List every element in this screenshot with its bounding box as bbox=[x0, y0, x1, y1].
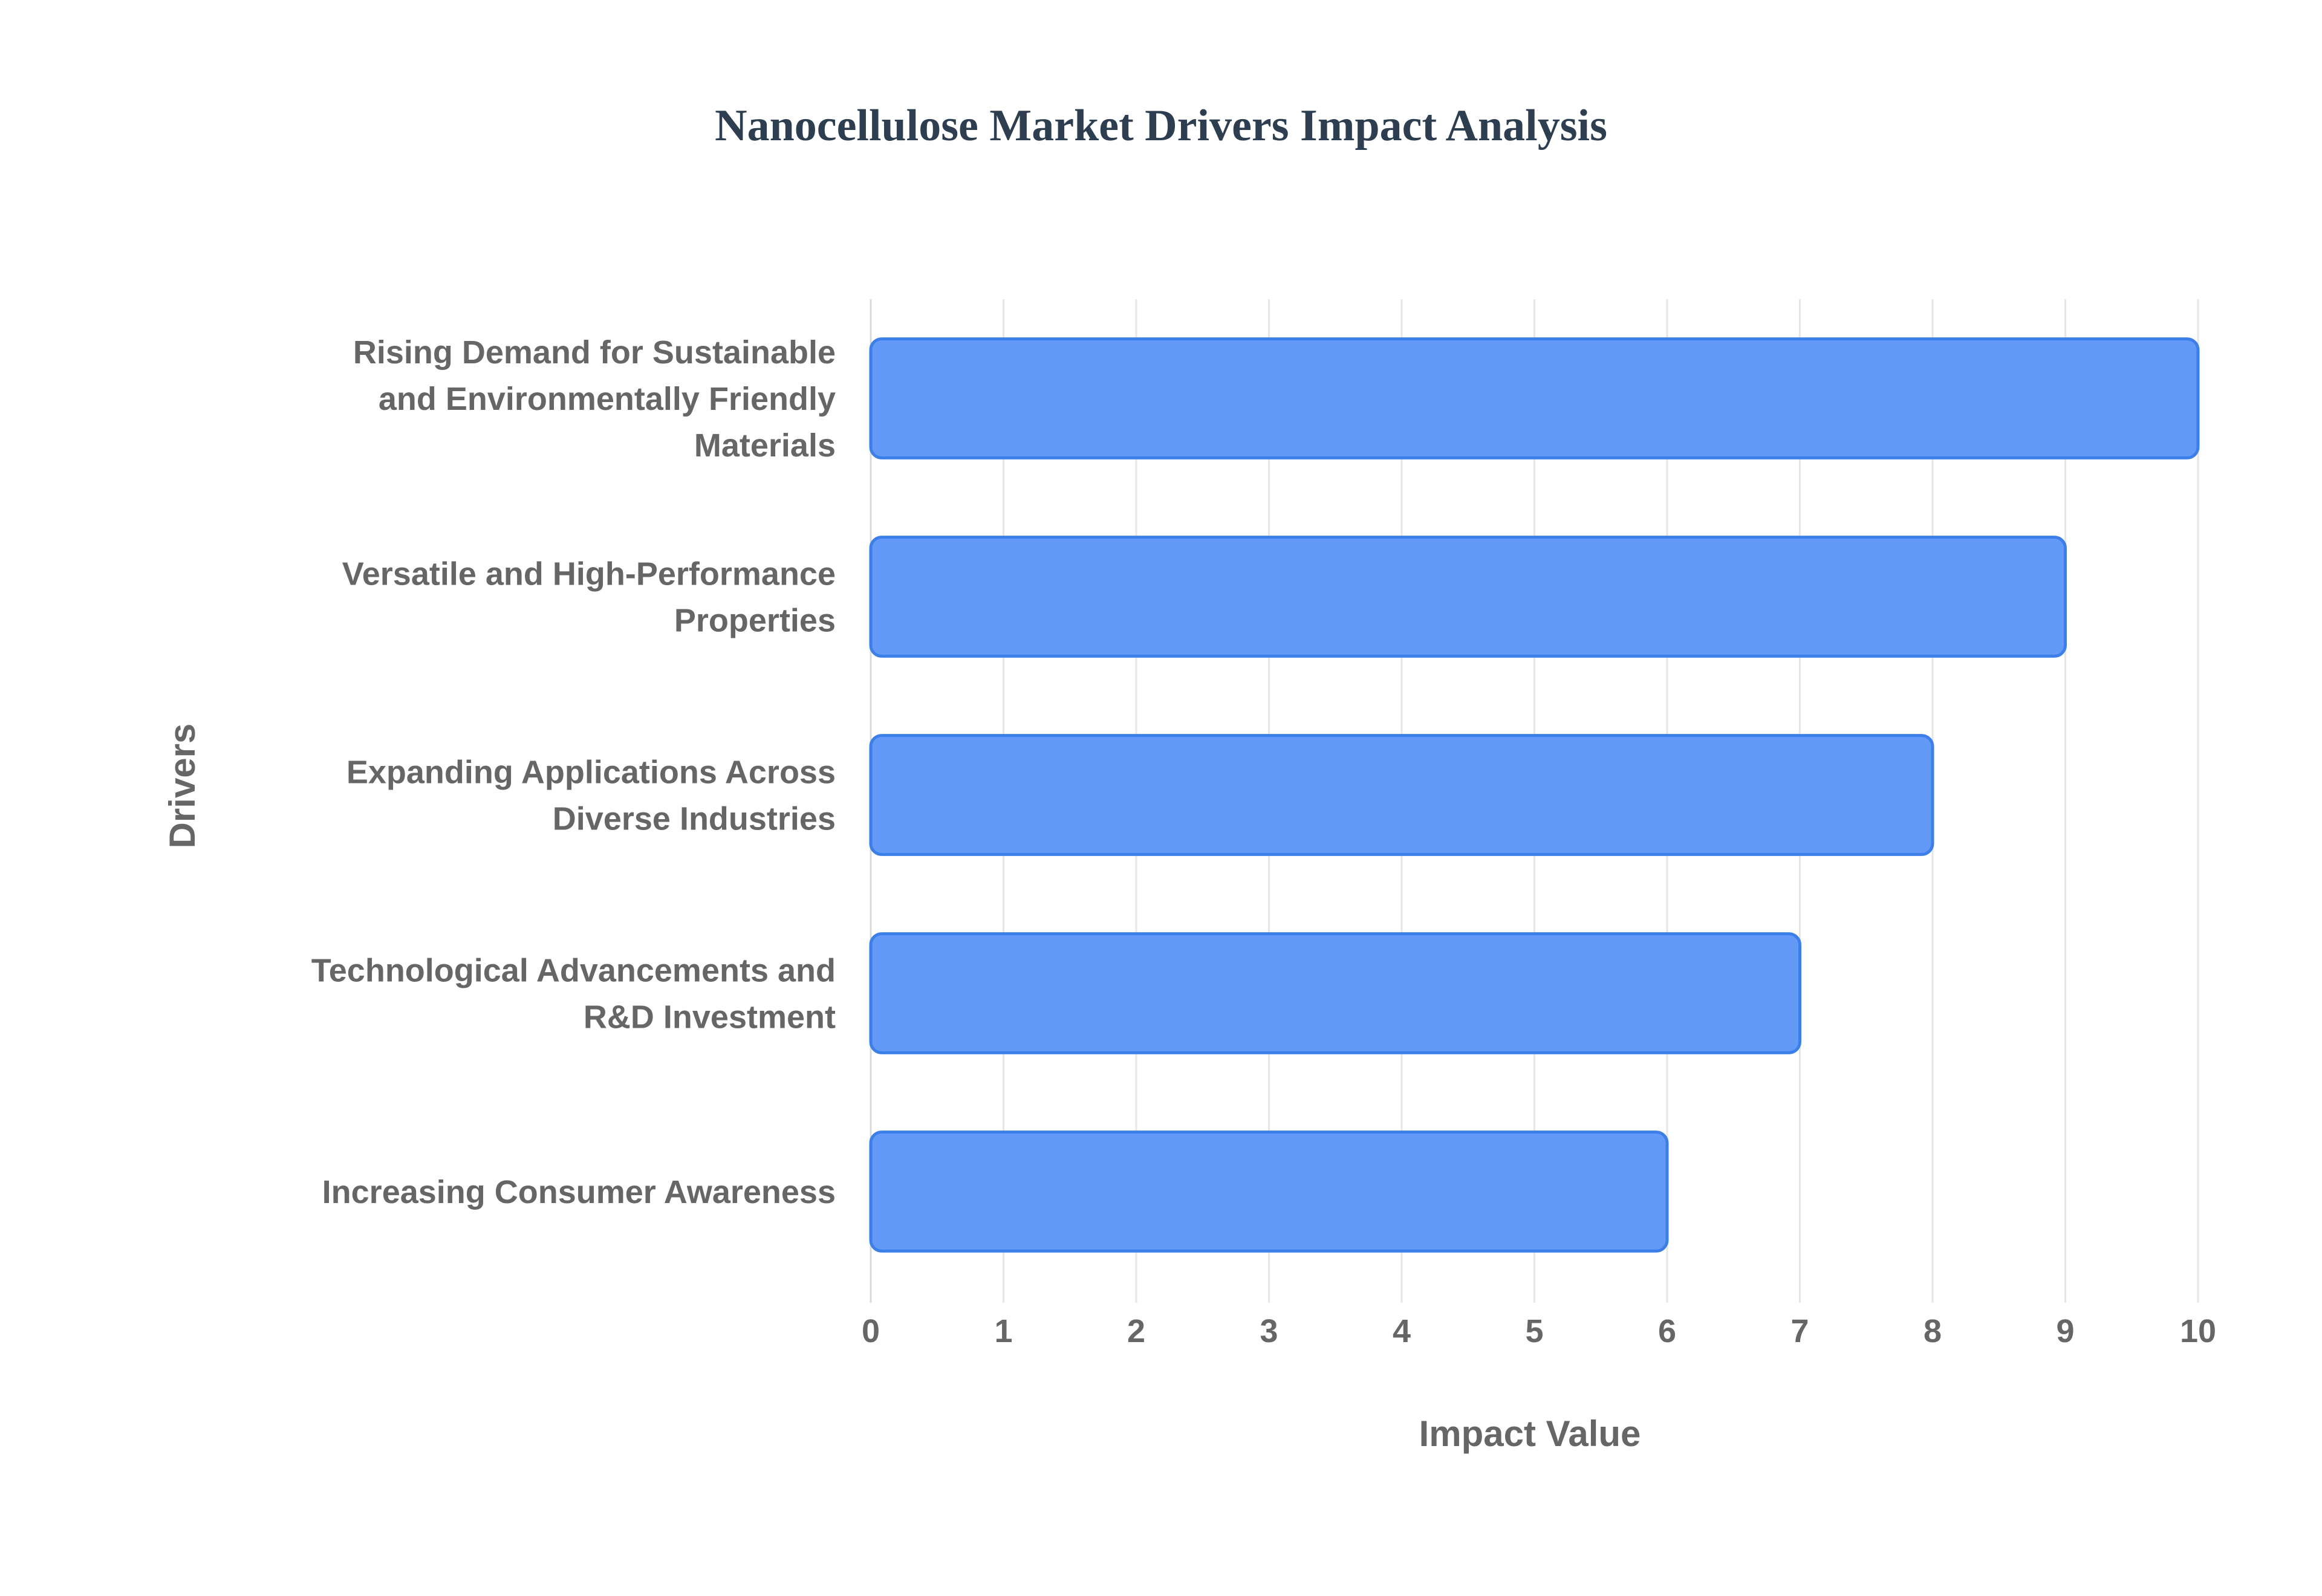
y-axis-category-labels: Rising Demand for Sustainable and Environ… bbox=[311, 334, 836, 1210]
x-tick-label: 3 bbox=[1260, 1313, 1278, 1349]
category-label-line: R&D Investment bbox=[584, 999, 836, 1036]
category-label-line: Increasing Consumer Awareness bbox=[322, 1174, 836, 1210]
category-label-line: Versatile and High-Performance bbox=[342, 556, 836, 592]
category-label-line: and Environmentally Friendly bbox=[379, 381, 836, 417]
category-label: Increasing Consumer Awareness bbox=[322, 1174, 836, 1210]
category-label-line: Properties bbox=[674, 603, 836, 639]
category-label-line: Diverse Industries bbox=[553, 801, 836, 837]
category-label-line: Expanding Applications Across bbox=[346, 754, 836, 791]
category-label: Technological Advancements and R&D Invest… bbox=[311, 953, 836, 1036]
category-label-line: Materials bbox=[694, 427, 836, 464]
bars bbox=[869, 337, 2200, 1253]
x-axis-ticks: 0 1 2 3 4 5 6 7 8 9 10 bbox=[862, 1313, 2216, 1349]
x-tick-label: 6 bbox=[1658, 1313, 1676, 1349]
bar bbox=[869, 536, 2067, 658]
bar bbox=[869, 734, 1934, 856]
x-tick-label: 2 bbox=[1127, 1313, 1145, 1349]
x-tick-label: 7 bbox=[1790, 1313, 1809, 1349]
x-tick-label: 8 bbox=[1924, 1313, 1942, 1349]
x-tick-label: 5 bbox=[1525, 1313, 1543, 1349]
category-label-line: Technological Advancements and bbox=[311, 953, 836, 989]
x-tick-label: 0 bbox=[862, 1313, 880, 1349]
category-label: Versatile and High-Performance Properties bbox=[342, 556, 836, 639]
x-axis-title: Impact Value bbox=[1419, 1413, 1641, 1454]
bar bbox=[869, 1130, 1669, 1253]
x-tick-label: 9 bbox=[2056, 1313, 2074, 1349]
category-label-line: Rising Demand for Sustainable bbox=[353, 334, 836, 371]
y-axis-title: Drivers bbox=[162, 724, 203, 849]
bar bbox=[869, 337, 2200, 459]
x-tick-label: 10 bbox=[2180, 1313, 2216, 1349]
x-tick-label: 4 bbox=[1393, 1313, 1411, 1349]
category-label: Expanding Applications Across Diverse Ind… bbox=[346, 754, 836, 837]
category-label: Rising Demand for Sustainable and Environ… bbox=[353, 334, 836, 464]
bar bbox=[869, 932, 1801, 1054]
x-tick-label: 1 bbox=[994, 1313, 1012, 1349]
chart-title: Nanocellulose Market Drivers Impact Anal… bbox=[715, 101, 1607, 151]
